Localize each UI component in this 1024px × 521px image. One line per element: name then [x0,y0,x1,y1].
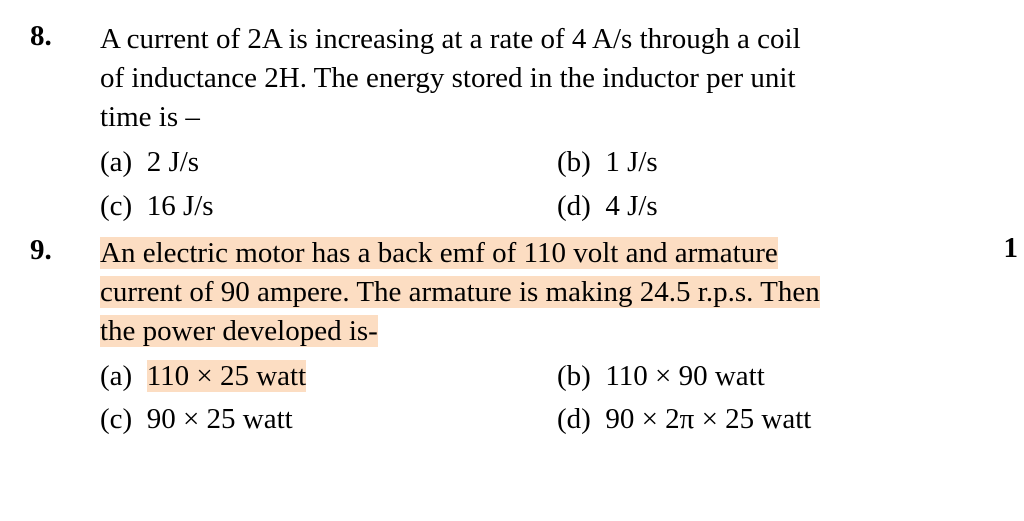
question-number: 8. [30,20,100,53]
option-a: (a) 110 × 25 watt [100,357,537,396]
question-9: 9. An electric motor has a back emf of 1… [30,234,994,440]
option-d: (d) 90 × 2π × 25 watt [557,400,994,439]
option-a: (a) 2 J/s [100,143,537,182]
question-line-1: An electric motor has a back emf of 110 … [100,237,778,269]
option-c: (c) 90 × 25 watt [100,400,537,439]
option-text: 4 J/s [605,190,657,222]
option-text: 90 × 2π × 25 watt [605,403,811,435]
option-label: (d) [557,190,591,222]
question-line-3: time is – [100,101,200,133]
option-text: 16 J/s [147,190,214,222]
option-label: (c) [100,403,132,435]
question-number: 9. [30,234,100,267]
options-grid: (a) 110 × 25 watt (b) 110 × 90 watt (c) … [100,357,994,439]
option-text: 1 J/s [605,146,657,178]
question-header-row: 9. An electric motor has a back emf of 1… [30,234,994,440]
option-text: 90 × 25 watt [147,403,293,435]
question-content: A current of 2A is increasing at a rate … [100,20,994,226]
option-label: (b) [557,146,591,178]
option-label: (a) [100,146,132,178]
option-text: 2 J/s [147,146,199,178]
side-marker: 1 [1004,232,1019,265]
question-header-row: 8. A current of 2A is increasing at a ra… [30,20,994,226]
option-text: 110 × 90 watt [605,360,764,392]
options-grid: (a) 2 J/s (b) 1 J/s (c) 16 J/s (d) 4 J/s [100,143,994,225]
question-8: 8. A current of 2A is increasing at a ra… [30,20,994,226]
option-label: (a) [100,360,132,392]
question-line-2: current of 90 ampere. The armature is ma… [100,276,820,308]
option-b: (b) 1 J/s [557,143,994,182]
option-c: (c) 16 J/s [100,187,537,226]
option-label: (b) [557,360,591,392]
option-label: (d) [557,403,591,435]
option-b: (b) 110 × 90 watt [557,357,994,396]
option-label: (c) [100,190,132,222]
question-text: A current of 2A is increasing at a rate … [100,20,994,137]
question-line-1: A current of 2A is increasing at a rate … [100,23,801,55]
question-content: An electric motor has a back emf of 110 … [100,234,994,440]
question-text: An electric motor has a back emf of 110 … [100,234,994,351]
question-line-2: of inductance 2H. The energy stored in t… [100,62,796,94]
option-text: 110 × 25 watt [147,360,306,392]
option-d: (d) 4 J/s [557,187,994,226]
question-line-3: the power developed is- [100,315,378,347]
